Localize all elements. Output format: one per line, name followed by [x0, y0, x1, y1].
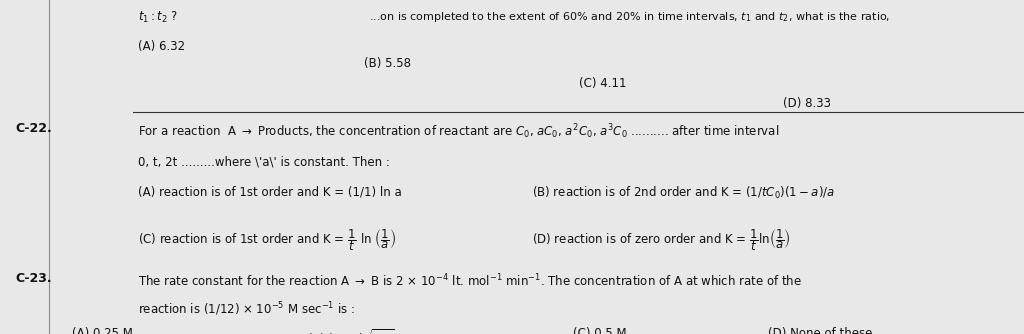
Text: For a reaction  A $\rightarrow$ Products, the concentration of reactant are $C_0: For a reaction A $\rightarrow$ Products,…: [138, 122, 779, 141]
Text: (D) None of these: (D) None of these: [768, 327, 872, 334]
Text: (A) reaction is of 1st order and K = (1/1) ln a: (A) reaction is of 1st order and K = (1/…: [138, 185, 402, 198]
Text: C-23.: C-23.: [15, 272, 52, 285]
Text: (D) reaction is of zero order and K = $\dfrac{1}{t}$ln$\left(\dfrac{1}{a}\right): (D) reaction is of zero order and K = $\…: [532, 227, 792, 253]
Text: (A) 0.25 M: (A) 0.25 M: [72, 327, 132, 334]
Text: C-22.: C-22.: [15, 122, 52, 135]
Text: (C) 0.5 M: (C) 0.5 M: [573, 327, 627, 334]
Text: (B) 5.58: (B) 5.58: [364, 57, 411, 70]
Text: (C) 4.11: (C) 4.11: [579, 77, 626, 90]
Text: (C) reaction is of 1st order and K = $\dfrac{1}{t}$ ln $\left(\dfrac{1}{a}\right: (C) reaction is of 1st order and K = $\d…: [138, 227, 396, 253]
Text: (B) reaction is of 2nd order and K = $(1/tC_0)(1-a)/a$: (B) reaction is of 2nd order and K = $(1…: [532, 185, 836, 201]
Text: 0, t, 2t .........where \'a\' is constant. Then :: 0, t, 2t .........where \'a\' is constan…: [138, 155, 390, 168]
Text: reaction is (1/12) $\times$ 10$^{-5}$ M sec$^{-1}$ is :: reaction is (1/12) $\times$ 10$^{-5}$ M …: [138, 301, 355, 318]
Text: (D) 8.33: (D) 8.33: [783, 97, 831, 110]
Text: ...on is completed to the extent of 60% and 20% in time intervals, $t_1$ and $t_: ...on is completed to the extent of 60% …: [369, 10, 890, 24]
Text: (B) (1/20)$\sqrt{5/3}$ M: (B) (1/20)$\sqrt{5/3}$ M: [307, 327, 408, 334]
Text: (A) 6.32: (A) 6.32: [138, 40, 185, 53]
Text: $t_1 : t_2$ ?: $t_1 : t_2$ ?: [138, 10, 178, 25]
Text: The rate constant for the reaction A $\rightarrow$ B is 2 $\times$ 10$^{-4}$ lt.: The rate constant for the reaction A $\r…: [138, 272, 802, 289]
